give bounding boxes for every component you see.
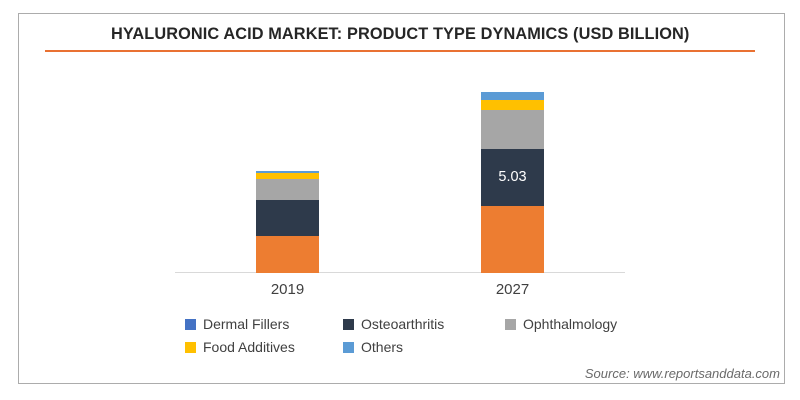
x-axis-line [175,272,625,273]
bar-segment-others-2027 [481,92,544,101]
stacked-bar-2027: 5.03 [481,92,544,273]
bar-segment-dermal-fillers-2019 [256,236,319,273]
legend-swatch-others [343,341,354,353]
legend-label-food-additives: Food Additives [203,339,295,355]
legend-swatch-ophthalmology [505,318,516,330]
legend-item-osteoarthritis: Osteoarthritis [343,316,445,332]
bar-segment-ophthalmology-2019 [256,178,319,201]
legend-item-food-additives: Food Additives [185,339,295,355]
legend-label-dermal-fillers: Dermal Fillers [203,316,290,332]
x-tick-2019: 2019 [270,281,305,298]
legend-label-ophthalmology: Ophthalmology [523,316,618,332]
chart-title: HYALURONIC ACID MARKET: PRODUCT TYPE DYN… [0,24,800,44]
bar-segment-food-additives-2019 [256,173,319,179]
legend-swatch-food-additives [185,341,196,353]
legend-item-ophthalmology: Ophthalmology [505,316,618,332]
source-note: Source: www.reportsanddata.com [584,366,780,381]
bar-segment-others-2019 [256,171,319,174]
data-label-osteoarthritis: 5.03 [498,169,527,186]
bar-segment-ophthalmology-2027 [481,110,544,150]
legend-swatch-osteoarthritis [343,318,354,330]
chart-title-text: HYALURONIC ACID MARKET: PRODUCT TYPE DYN… [110,24,690,43]
stacked-bar-2019 [256,171,319,273]
bar-segment-osteoarthritis-2027: 5.03 [481,149,544,206]
legend-swatch-dermal-fillers [185,318,196,330]
bar-segment-osteoarthritis-2019 [256,200,319,236]
title-underline-rule [45,50,755,52]
legend-item-others: Others [343,339,404,355]
bar-segment-dermal-fillers-2027 [481,205,544,273]
x-tick-2027: 2027 [495,281,530,298]
legend-label-others: Others [361,339,404,355]
legend-label-osteoarthritis: Osteoarthritis [361,316,445,332]
bar-segment-food-additives-2027 [481,100,544,111]
chart-frame [18,13,785,384]
legend-item-dermal-fillers: Dermal Fillers [185,316,290,332]
